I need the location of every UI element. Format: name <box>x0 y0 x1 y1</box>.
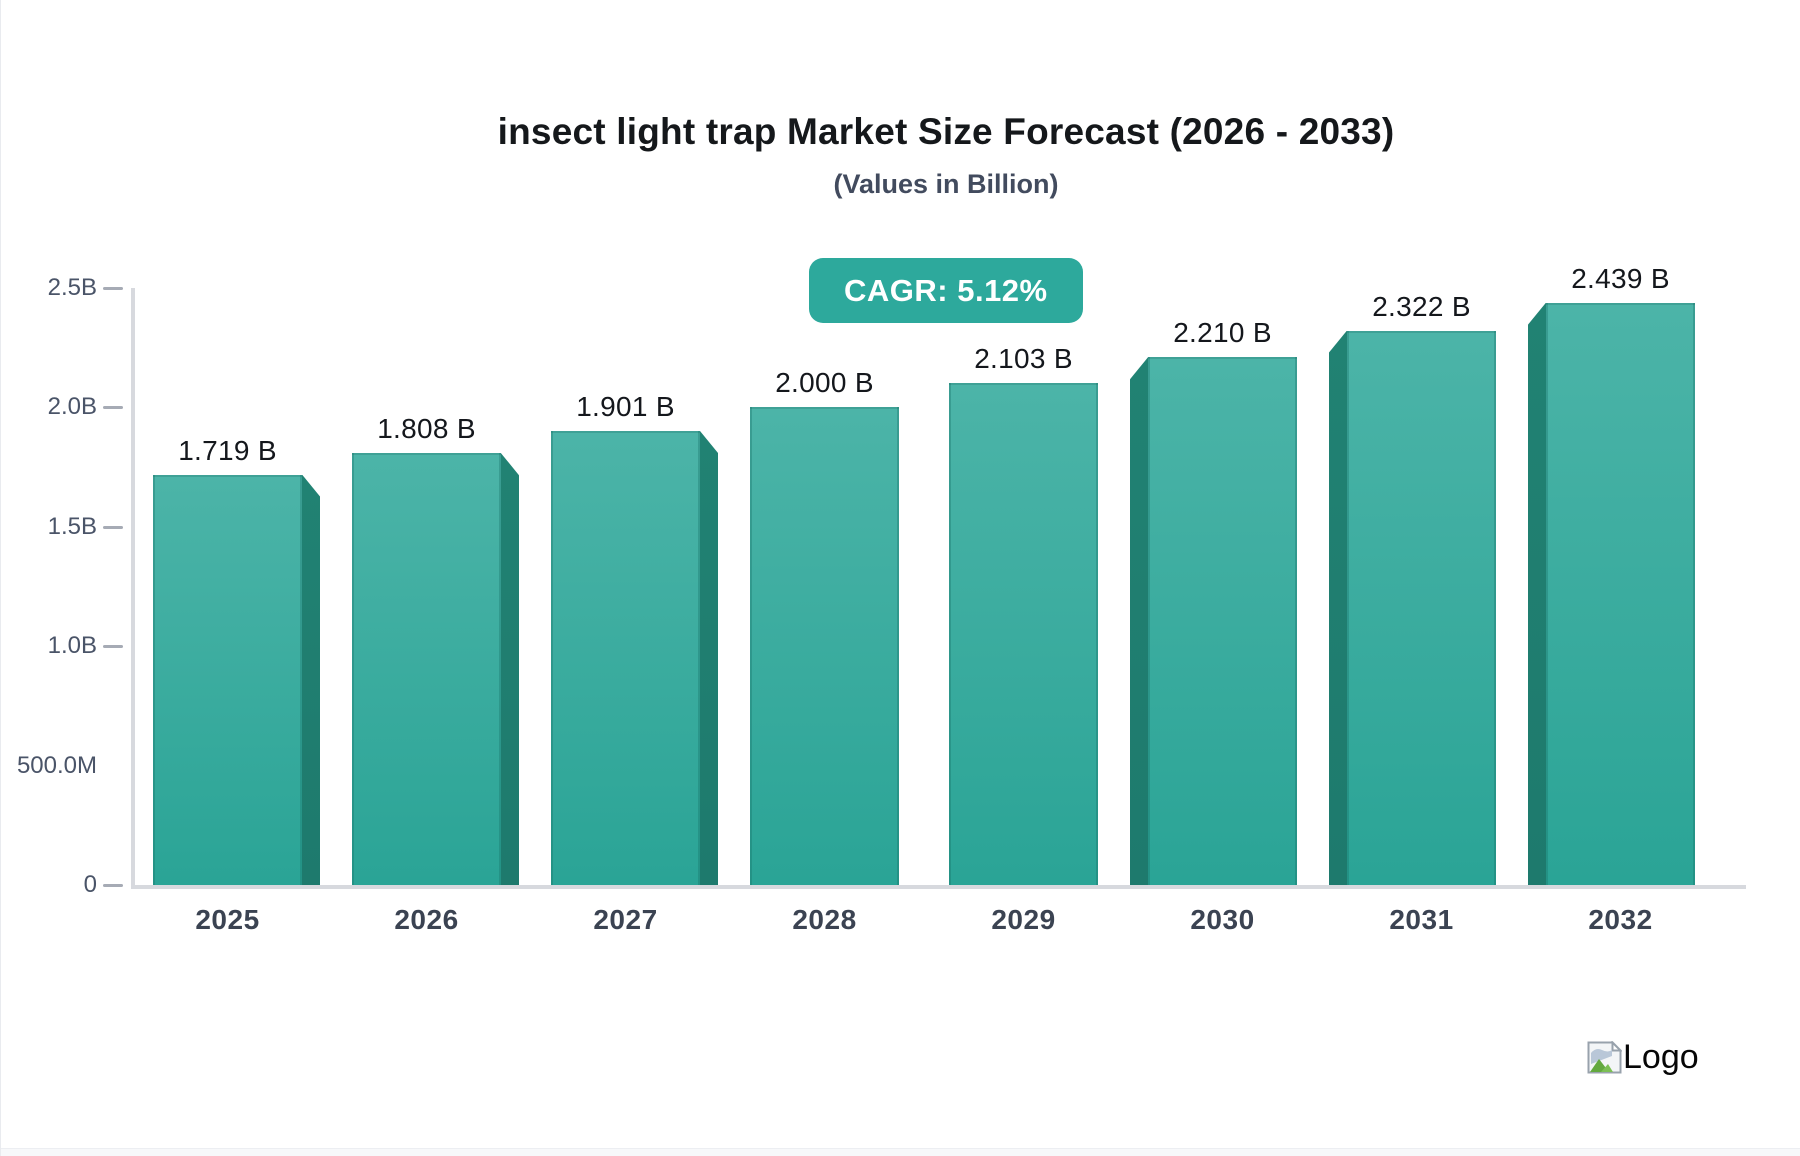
bar-2031-side-face <box>1329 330 1347 885</box>
bar-2027-side-face <box>700 431 718 885</box>
bar-2026[interactable] <box>352 453 501 885</box>
cagr-badge-label: CAGR: 5.12% <box>844 272 1048 308</box>
bar-value-label: 2.000 B <box>775 367 874 399</box>
logo[interactable]: Logo <box>1587 1040 1699 1074</box>
y-axis-label: 1.0B <box>47 632 97 660</box>
bar-value-label: 1.901 B <box>576 391 675 423</box>
cagr-badge: CAGR: 5.12% <box>809 258 1083 323</box>
bar-value-label: 1.719 B <box>178 434 277 466</box>
y-axis-label: 2.0B <box>47 393 97 421</box>
bar-2029[interactable] <box>949 382 1098 885</box>
bar-value-label: 2.210 B <box>1173 317 1272 349</box>
x-axis-label-2028: 2028 <box>792 904 857 935</box>
x-axis-label-2029: 2029 <box>991 904 1056 935</box>
chart-title: insect light trap Market Size Forecast (… <box>497 111 1395 152</box>
bar-2025[interactable] <box>153 474 302 885</box>
y-axis-tick <box>103 645 123 649</box>
x-axis-label-2031: 2031 <box>1389 904 1454 935</box>
bar-2030-side-face <box>1130 357 1148 885</box>
y-axis-label: 500.0M <box>16 751 97 779</box>
bar-value-label: 1.808 B <box>377 413 476 445</box>
page-bottom-strip <box>1 1148 1800 1156</box>
bar-2025-side-face <box>302 474 320 885</box>
x-axis-label-2026: 2026 <box>394 904 459 935</box>
y-axis-tick <box>103 525 123 529</box>
bar-value-label: 2.103 B <box>974 342 1073 374</box>
bar-value-label: 2.439 B <box>1571 262 1670 294</box>
x-axis-line <box>131 885 1746 889</box>
x-axis-label-2030: 2030 <box>1190 904 1255 935</box>
bar-2026-side-face <box>501 453 519 885</box>
bar-2031[interactable] <box>1347 330 1496 885</box>
bar-2032-side-face <box>1528 302 1546 885</box>
logo-alt-text: Logo <box>1623 1038 1699 1076</box>
y-axis-tick <box>103 884 123 887</box>
y-axis-line <box>131 288 135 889</box>
bar-2032[interactable] <box>1546 302 1695 885</box>
x-axis-label-2025: 2025 <box>195 904 260 935</box>
y-axis-label: 1.5B <box>47 512 97 540</box>
chart-subtitle: (Values in Billion) <box>833 169 1059 199</box>
x-axis-label-2027: 2027 <box>593 904 658 935</box>
bar-2028[interactable] <box>750 407 899 885</box>
bar-2030[interactable] <box>1148 357 1297 885</box>
y-axis-tick <box>103 406 123 410</box>
x-axis-label-2032: 2032 <box>1588 904 1653 935</box>
bar-2027[interactable] <box>551 431 700 885</box>
bar-value-label: 2.322 B <box>1372 290 1471 322</box>
y-axis-tick <box>103 287 123 290</box>
broken-image-icon <box>1587 1040 1622 1073</box>
chart-header: insect light trap Market Size Forecast (… <box>134 108 1758 200</box>
y-axis-label: 0 <box>83 871 97 898</box>
y-axis-label: 2.5B <box>47 274 97 301</box>
